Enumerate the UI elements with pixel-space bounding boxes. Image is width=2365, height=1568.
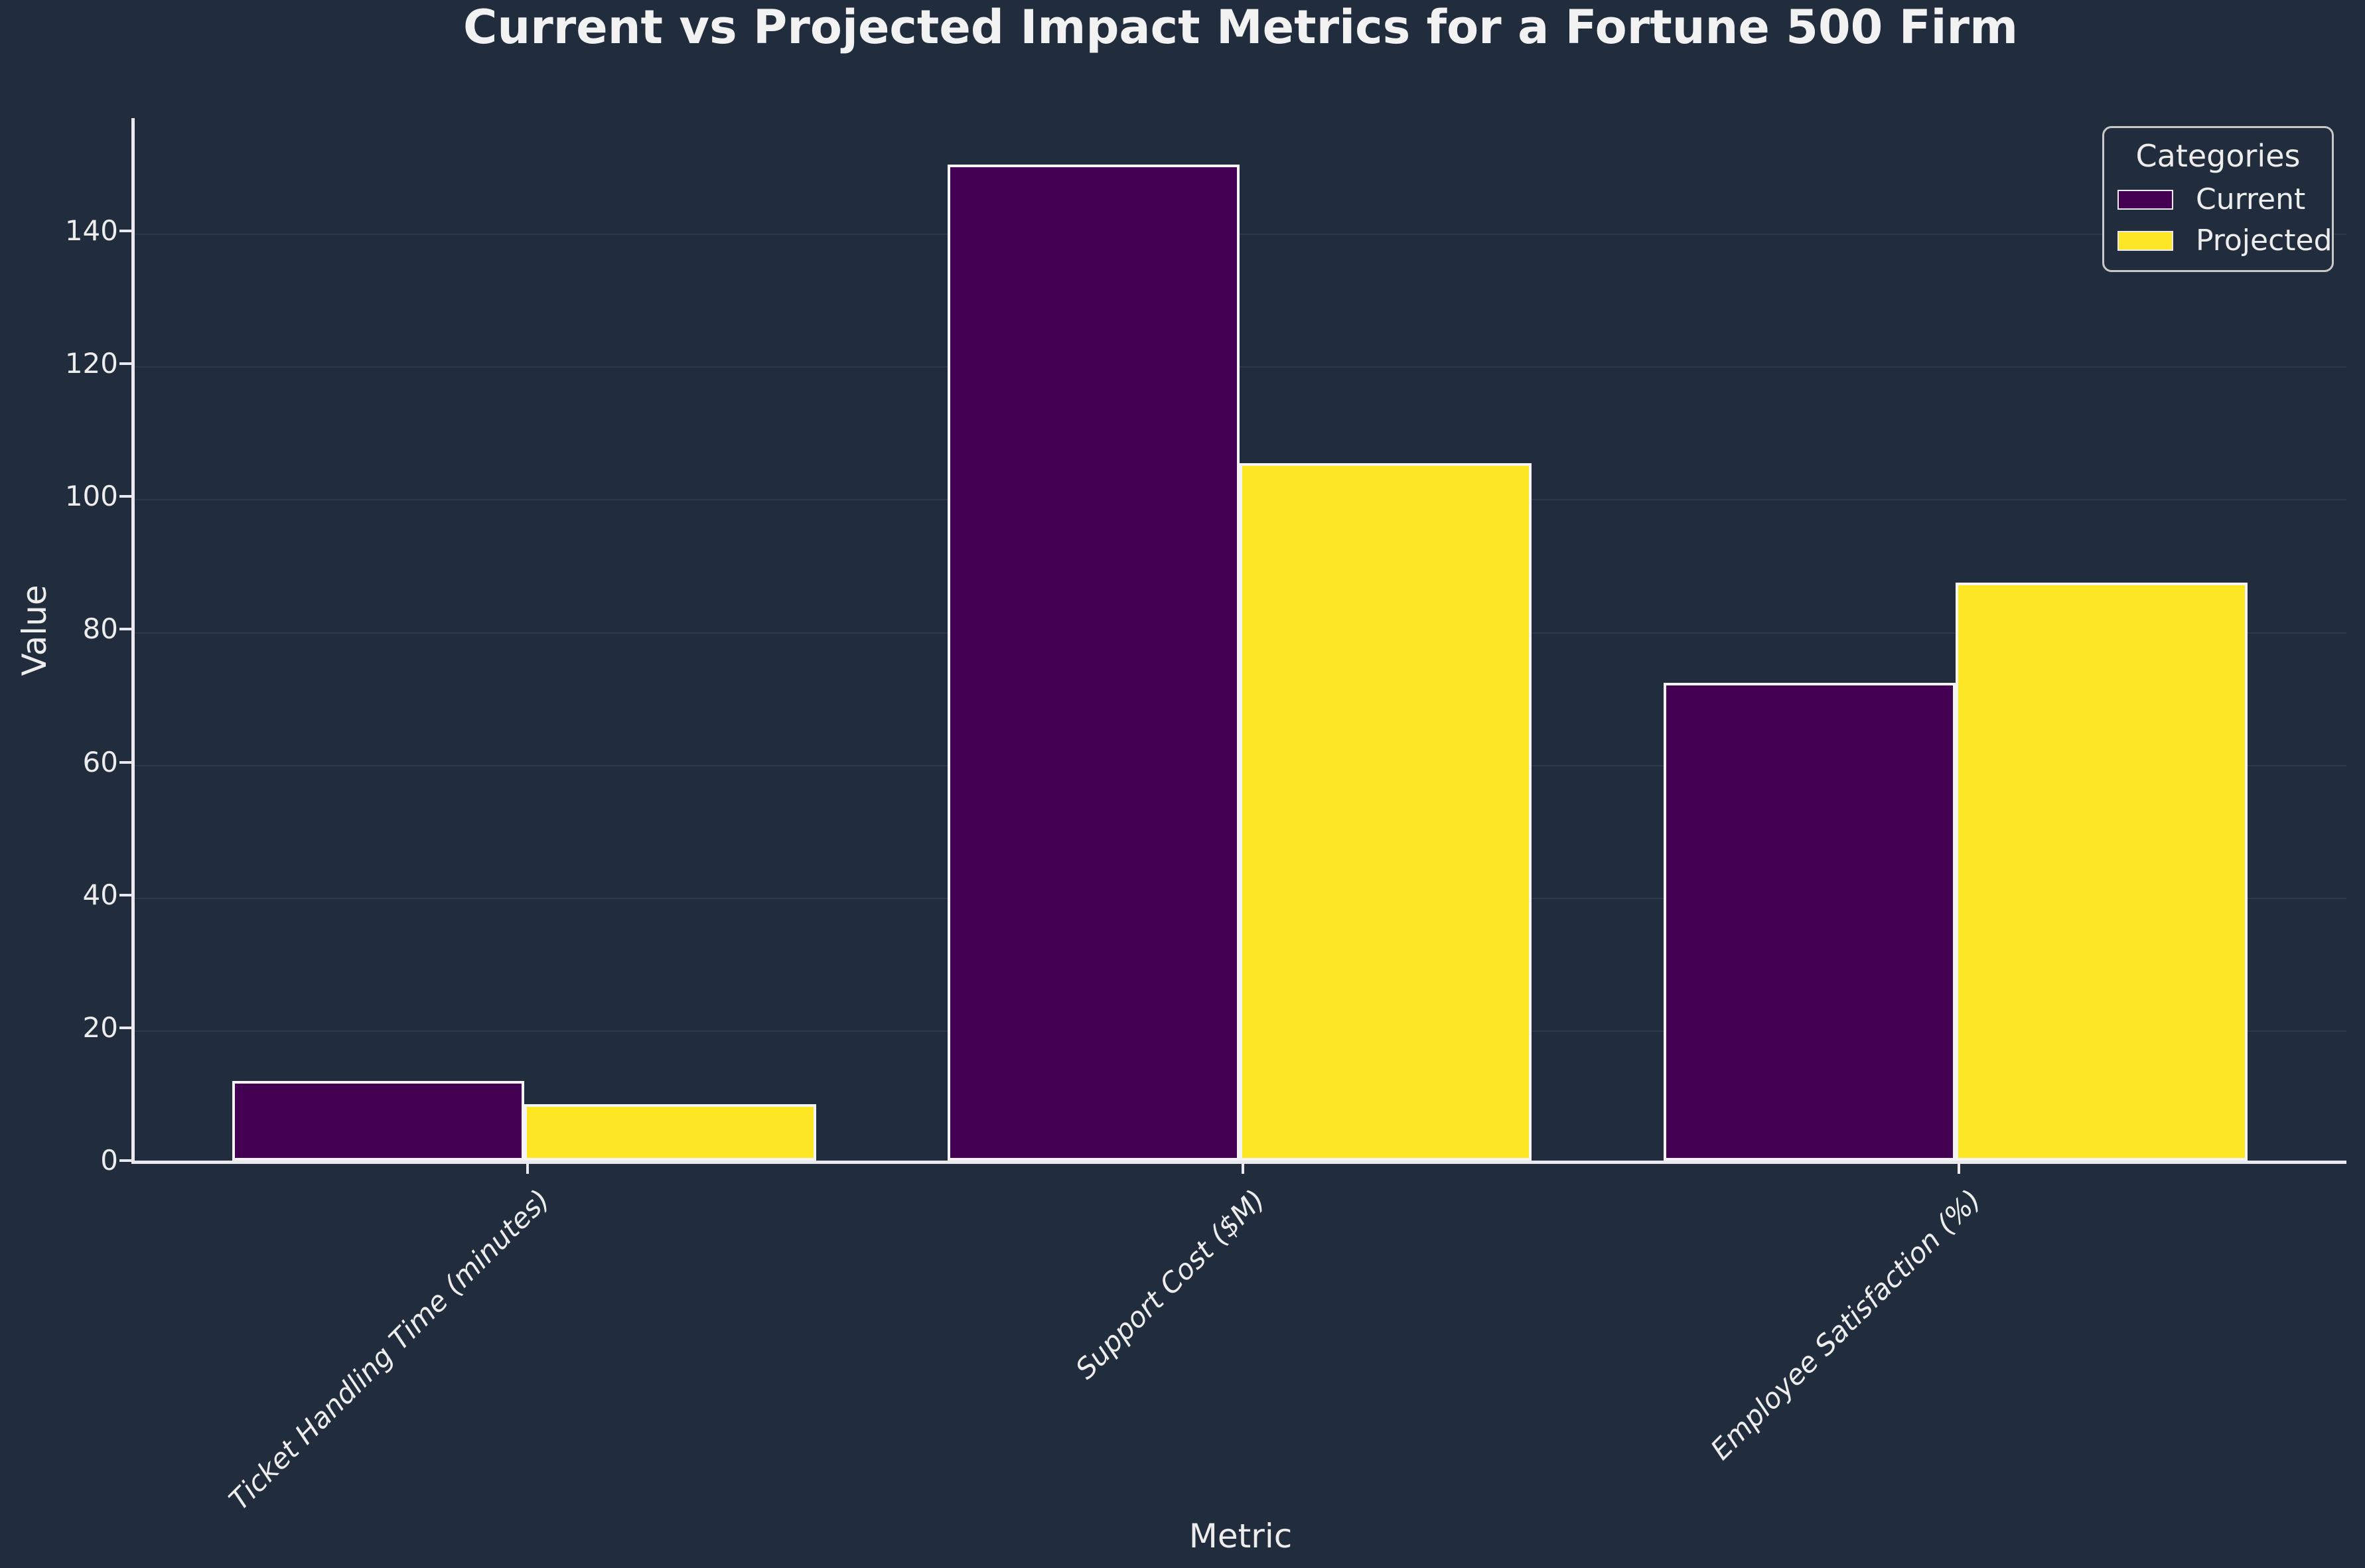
y-tick-mark-20 [119, 1026, 131, 1029]
y-tick-label-120: 120 [64, 347, 118, 380]
y-tick-label-140: 140 [64, 214, 118, 248]
y-tick-mark-0 [119, 1159, 131, 1162]
legend-title: Categories [2135, 138, 2301, 174]
bar-current-2 [1664, 683, 1956, 1161]
y-tick-label-100: 100 [64, 480, 118, 513]
y-tick-mark-60 [119, 760, 131, 764]
gridline-y-120 [135, 366, 2346, 368]
y-tick-label-80: 80 [82, 612, 118, 646]
y-tick-mark-140 [119, 230, 131, 233]
y-tick-label-0: 0 [100, 1144, 118, 1176]
legend-label-projected: Projected [2196, 224, 2332, 257]
bar-current-0 [232, 1081, 524, 1161]
y-tick-mark-40 [119, 893, 131, 896]
legend-label-current: Current [2196, 182, 2306, 216]
x-axis-label: Metric [1188, 1517, 1293, 1555]
legend: Categories Current Projected [2102, 126, 2334, 272]
x-tick-label-1: Support Cost ($M) [1069, 1183, 1272, 1386]
legend-item-current: Current [2117, 184, 2319, 216]
x-tick-mark-2 [1958, 1161, 1961, 1174]
legend-items: Current Projected [2117, 184, 2332, 257]
bar-current-1 [948, 165, 1240, 1161]
y-tick-mark-120 [119, 362, 131, 366]
legend-item-projected: Projected [2117, 225, 2332, 257]
bar-projected-0 [524, 1104, 816, 1161]
y-tick-label-40: 40 [82, 878, 118, 911]
y-tick-label-60: 60 [82, 745, 118, 778]
x-tick-label-0: Ticket Handling Time (minutes) [222, 1183, 556, 1517]
y-tick-mark-100 [119, 495, 131, 498]
x-tick-label-2: Employee Satisfaction (%) [1704, 1183, 1987, 1466]
y-tick-mark-80 [119, 628, 131, 631]
chart-title: Current vs Projected Impact Metrics for … [463, 0, 2019, 54]
legend-swatch-projected [2117, 231, 2173, 251]
x-tick-mark-1 [1242, 1161, 1245, 1174]
y-tick-label-20: 20 [82, 1011, 118, 1044]
bar-projected-2 [1956, 583, 2248, 1161]
legend-swatch-current [2117, 190, 2173, 210]
gridline-y-140 [135, 234, 2346, 236]
bar-projected-1 [1240, 463, 1532, 1161]
plot-area [131, 118, 2346, 1164]
x-tick-mark-0 [526, 1161, 529, 1174]
